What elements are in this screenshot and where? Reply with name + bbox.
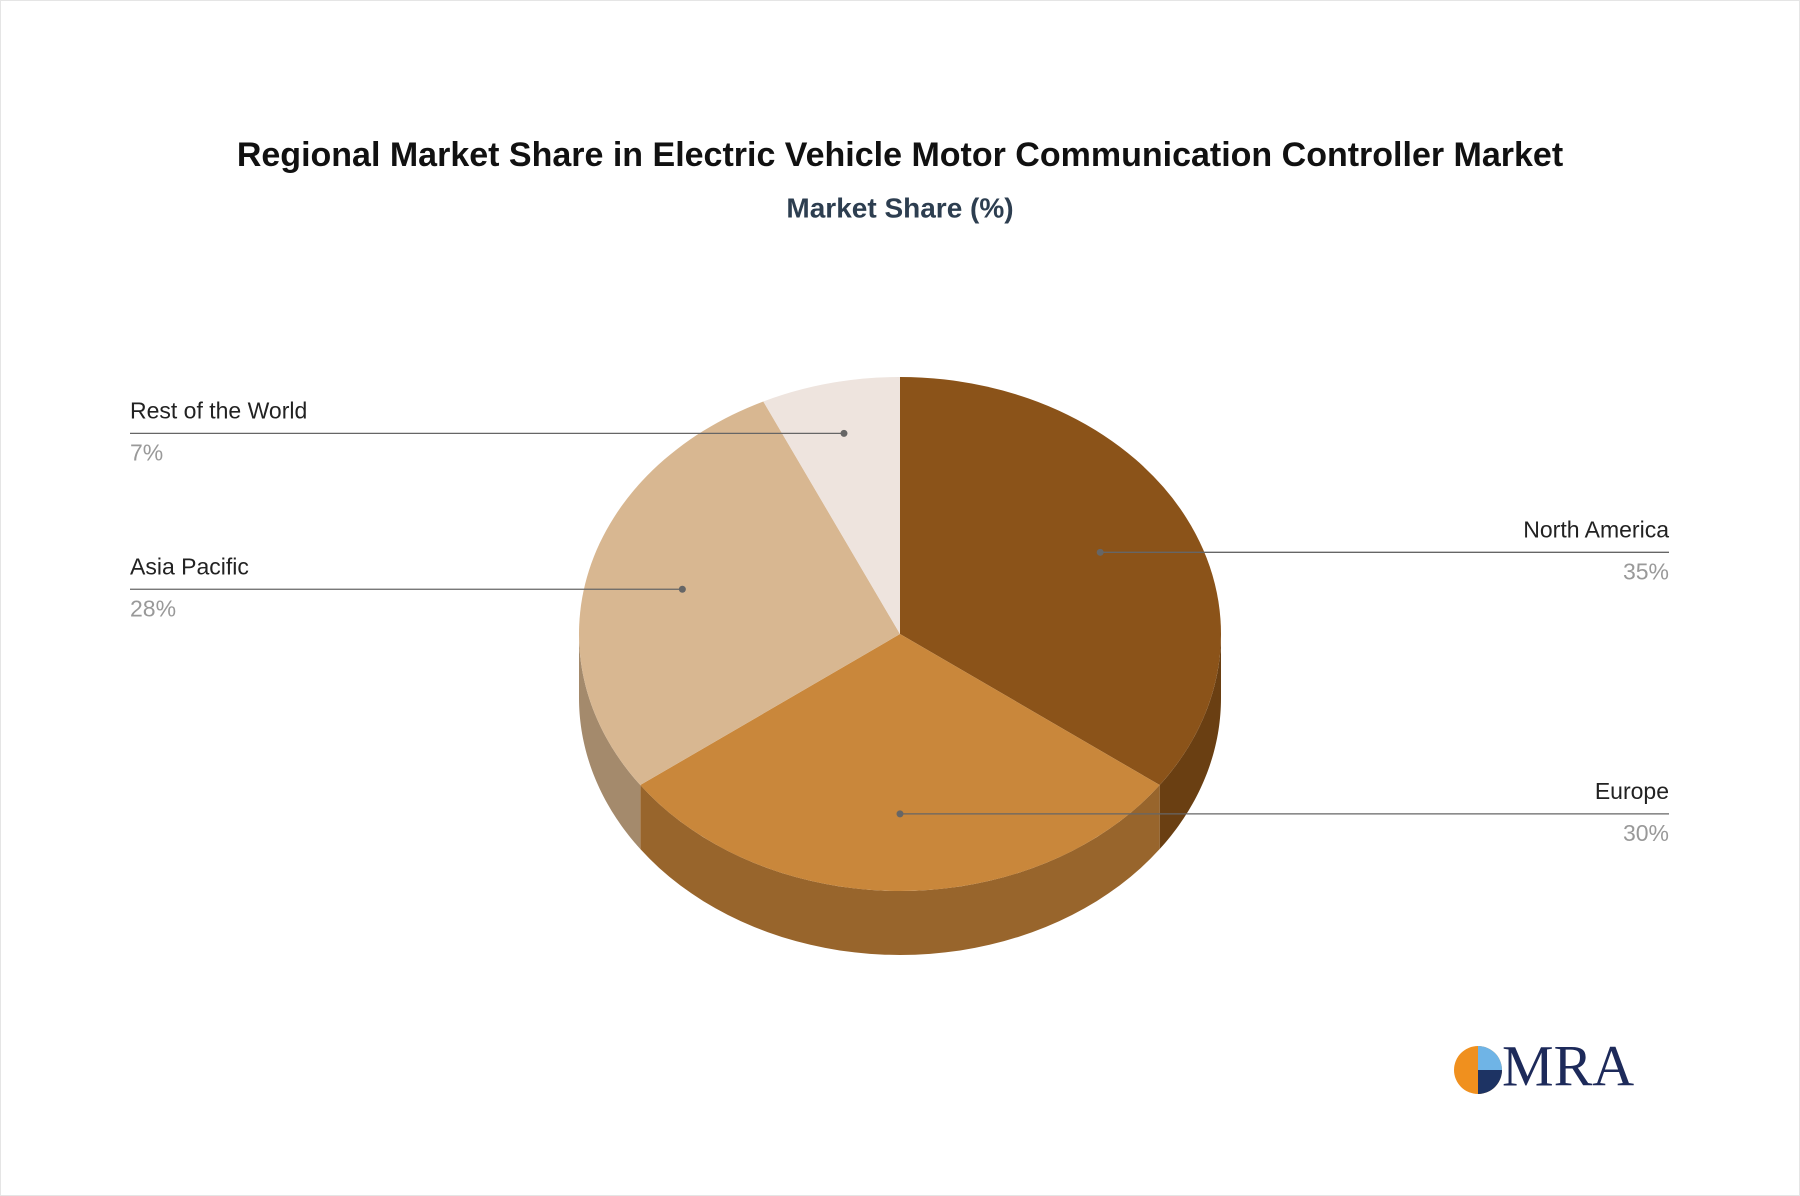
pie-side <box>1159 634 1221 850</box>
pie-slice <box>900 377 1221 786</box>
value-label: 30% <box>1623 820 1669 846</box>
pie: North America 35% Europe 30% Asia Pacific 28%… <box>130 377 1669 955</box>
logo-mark <box>1478 1046 1502 1070</box>
leader-dot <box>896 810 904 818</box>
pie-slice <box>763 377 900 634</box>
value-label: 35% <box>1623 558 1669 584</box>
logo: MRA <box>1454 1033 1634 1098</box>
legend-label: Asia Pacific <box>130 553 249 579</box>
chart-title: Regional Market Share in Electric Vehicl… <box>237 136 1563 174</box>
legend-label: Europe <box>1595 778 1669 804</box>
value-label: 7% <box>130 439 163 465</box>
logo-mark <box>1478 1070 1502 1094</box>
leader-dot <box>840 429 848 437</box>
legend-label: Rest of the World <box>130 397 307 423</box>
legend-label: North America <box>1523 516 1669 542</box>
pie-side <box>640 785 1160 955</box>
leader-dot <box>678 585 686 593</box>
pie-side <box>579 634 641 850</box>
logo-text: MRA <box>1502 1033 1634 1098</box>
chart-subtitle: Market Share (%) <box>786 192 1013 223</box>
value-label: 28% <box>130 595 176 621</box>
pie-slice <box>640 634 1160 891</box>
pie-slice <box>579 401 900 786</box>
leader-dot <box>1096 548 1104 556</box>
